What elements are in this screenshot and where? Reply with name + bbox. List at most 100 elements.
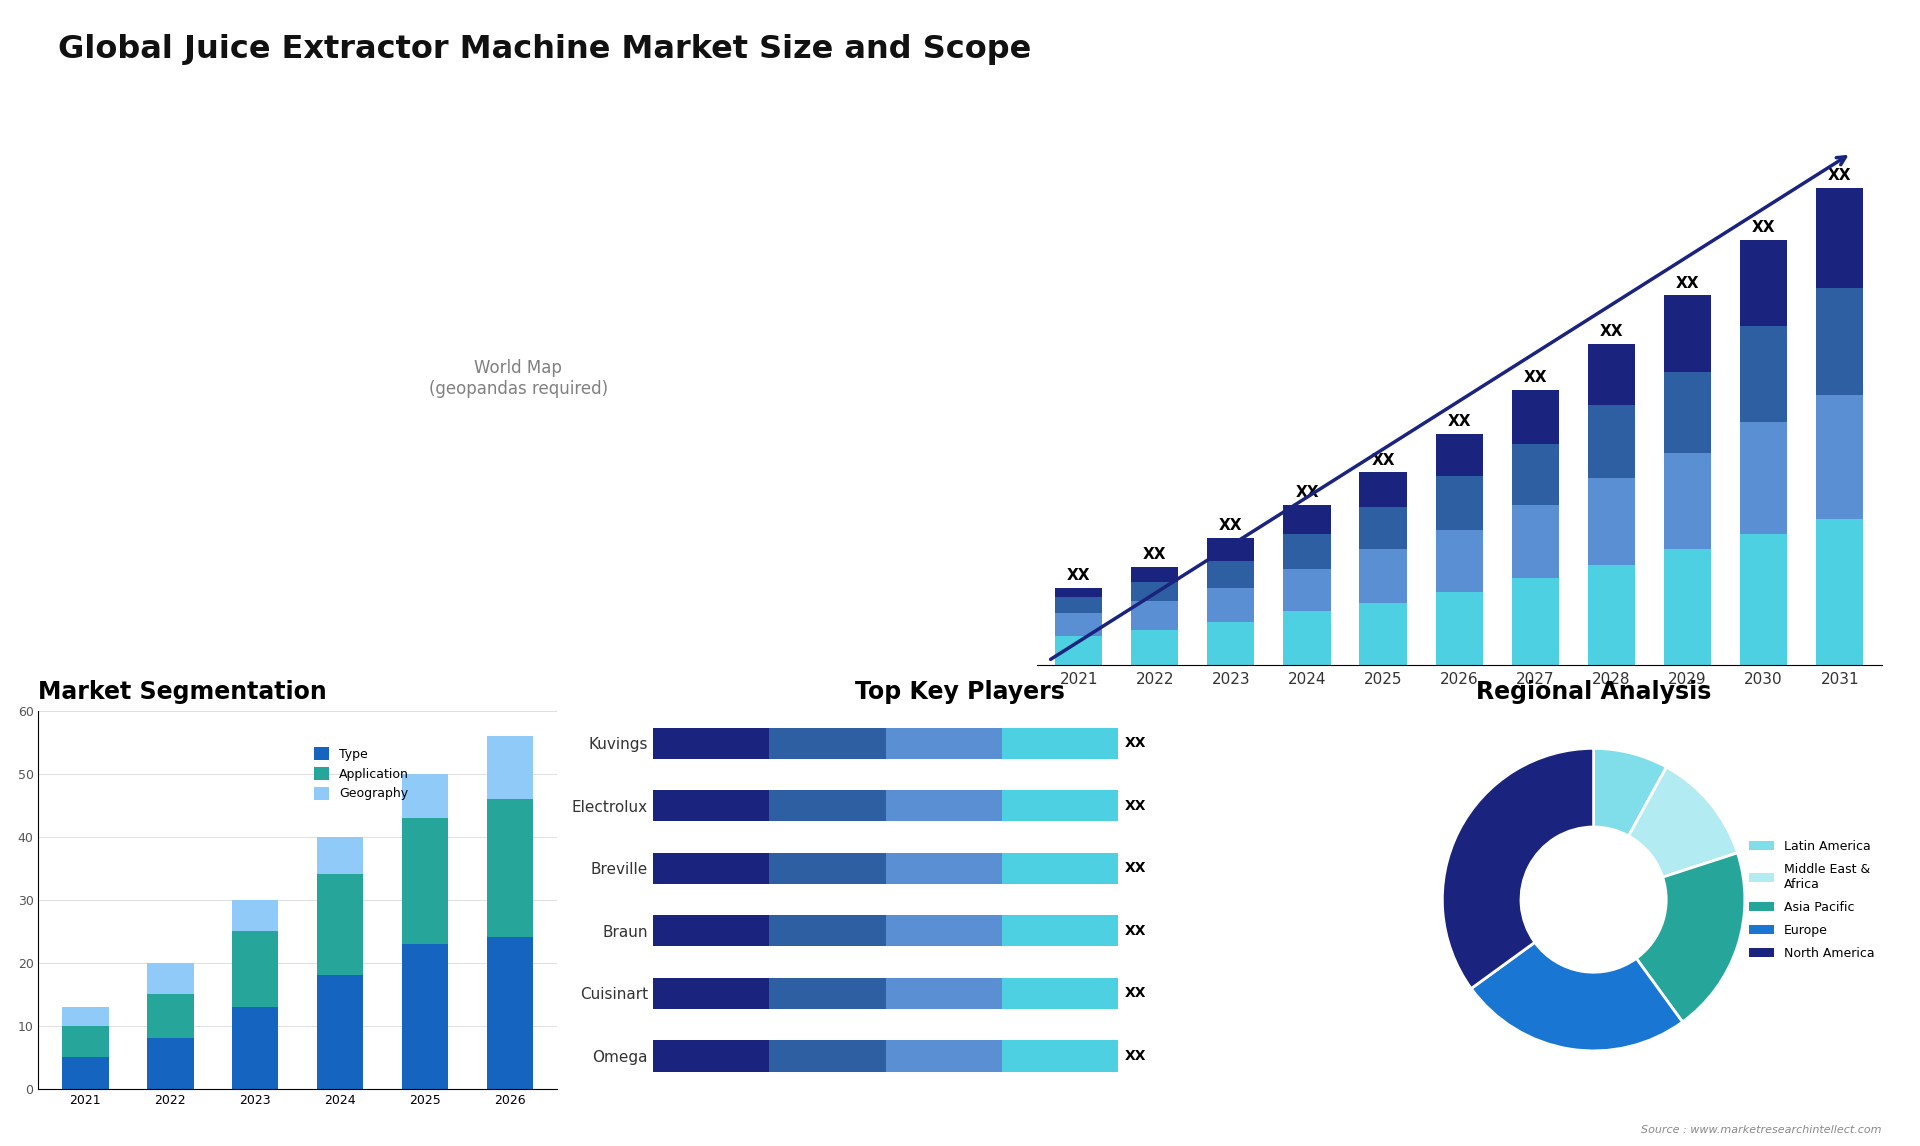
Polygon shape [1667, 29, 1770, 58]
Text: MARKET
RESEARCH
INTELLECT: MARKET RESEARCH INTELLECT [1780, 58, 1841, 95]
Text: XX: XX [1371, 453, 1394, 468]
Bar [1131, 630, 1179, 665]
Bar [1816, 288, 1862, 395]
Text: XX: XX [1125, 799, 1146, 813]
Text: World Map
(geopandas required): World Map (geopandas required) [428, 359, 609, 398]
Bar [770, 728, 885, 759]
Wedge shape [1442, 748, 1594, 989]
Text: XX: XX [1676, 276, 1699, 291]
Bar [885, 853, 1002, 884]
Text: XX: XX [1599, 324, 1622, 339]
Bar [1359, 472, 1407, 507]
Bar [1056, 588, 1102, 597]
Bar [1588, 344, 1636, 405]
Bar [401, 944, 449, 1089]
Bar [885, 978, 1002, 1008]
Bar [885, 1041, 1002, 1072]
Bar [1740, 327, 1788, 423]
Bar [770, 853, 885, 884]
Bar [317, 837, 363, 874]
Bar [1816, 395, 1862, 518]
Bar [1665, 453, 1711, 549]
Bar [770, 916, 885, 947]
Bar [770, 791, 885, 822]
Bar [1436, 591, 1482, 665]
Bar [1511, 578, 1559, 665]
Title: Regional Analysis: Regional Analysis [1476, 681, 1711, 705]
Bar [232, 900, 278, 931]
Bar [1665, 549, 1711, 665]
Bar [770, 978, 885, 1008]
Bar [1056, 597, 1102, 613]
Text: Market Segmentation: Market Segmentation [38, 681, 326, 705]
Text: XX: XX [1125, 862, 1146, 876]
Bar [1002, 728, 1119, 759]
Bar [1283, 534, 1331, 568]
Bar [653, 728, 770, 759]
Wedge shape [1636, 853, 1745, 1022]
Bar [146, 1038, 194, 1089]
Bar [232, 1006, 278, 1089]
Bar [486, 937, 534, 1089]
Bar [1816, 518, 1862, 665]
Bar [1436, 531, 1482, 591]
Bar [1131, 566, 1179, 582]
Bar [1002, 1041, 1119, 1072]
Bar [1816, 188, 1862, 288]
Text: XX: XX [1125, 1049, 1146, 1062]
Bar [885, 728, 1002, 759]
Bar [653, 853, 770, 884]
Bar [146, 963, 194, 994]
Bar [317, 975, 363, 1089]
Bar [1131, 582, 1179, 602]
Text: Global Juice Extractor Machine Market Size and Scope: Global Juice Extractor Machine Market Si… [58, 34, 1031, 65]
Legend: Type, Application, Geography: Type, Application, Geography [315, 747, 409, 800]
Bar [1511, 390, 1559, 444]
Bar [146, 994, 194, 1038]
Title: Top Key Players: Top Key Players [854, 681, 1066, 705]
Bar [1511, 505, 1559, 578]
Bar [1131, 602, 1179, 630]
Bar [1002, 978, 1119, 1008]
Bar [1002, 853, 1119, 884]
Bar [1740, 534, 1788, 665]
Bar [1665, 372, 1711, 453]
Bar [1283, 611, 1331, 665]
Bar [486, 736, 534, 799]
Bar [1056, 613, 1102, 636]
Bar [1359, 507, 1407, 549]
Bar [61, 1057, 109, 1089]
Text: XX: XX [1448, 414, 1471, 429]
Text: XX: XX [1219, 518, 1242, 533]
Wedge shape [1471, 942, 1682, 1051]
Bar [653, 791, 770, 822]
Bar [1208, 537, 1254, 560]
Bar [1208, 560, 1254, 588]
Wedge shape [1594, 748, 1667, 835]
Bar [1002, 916, 1119, 947]
Bar [885, 791, 1002, 822]
Circle shape [1521, 827, 1667, 972]
Bar [1002, 791, 1119, 822]
Wedge shape [1628, 767, 1738, 877]
Bar [401, 818, 449, 944]
Bar [1665, 296, 1711, 372]
Bar [1359, 603, 1407, 665]
Text: XX: XX [1296, 485, 1319, 501]
Text: XX: XX [1828, 168, 1851, 183]
Bar [1283, 568, 1331, 611]
Bar [1588, 478, 1636, 565]
Text: XX: XX [1125, 987, 1146, 1000]
Bar [653, 978, 770, 1008]
Bar [1740, 423, 1788, 534]
Bar [1056, 636, 1102, 665]
Bar [1208, 588, 1254, 622]
Bar [317, 874, 363, 975]
Text: XX: XX [1751, 220, 1776, 235]
Bar [885, 916, 1002, 947]
Bar [1588, 565, 1636, 665]
Bar [1436, 477, 1482, 531]
Bar [486, 799, 534, 937]
Bar [232, 931, 278, 1006]
Bar [653, 1041, 770, 1072]
